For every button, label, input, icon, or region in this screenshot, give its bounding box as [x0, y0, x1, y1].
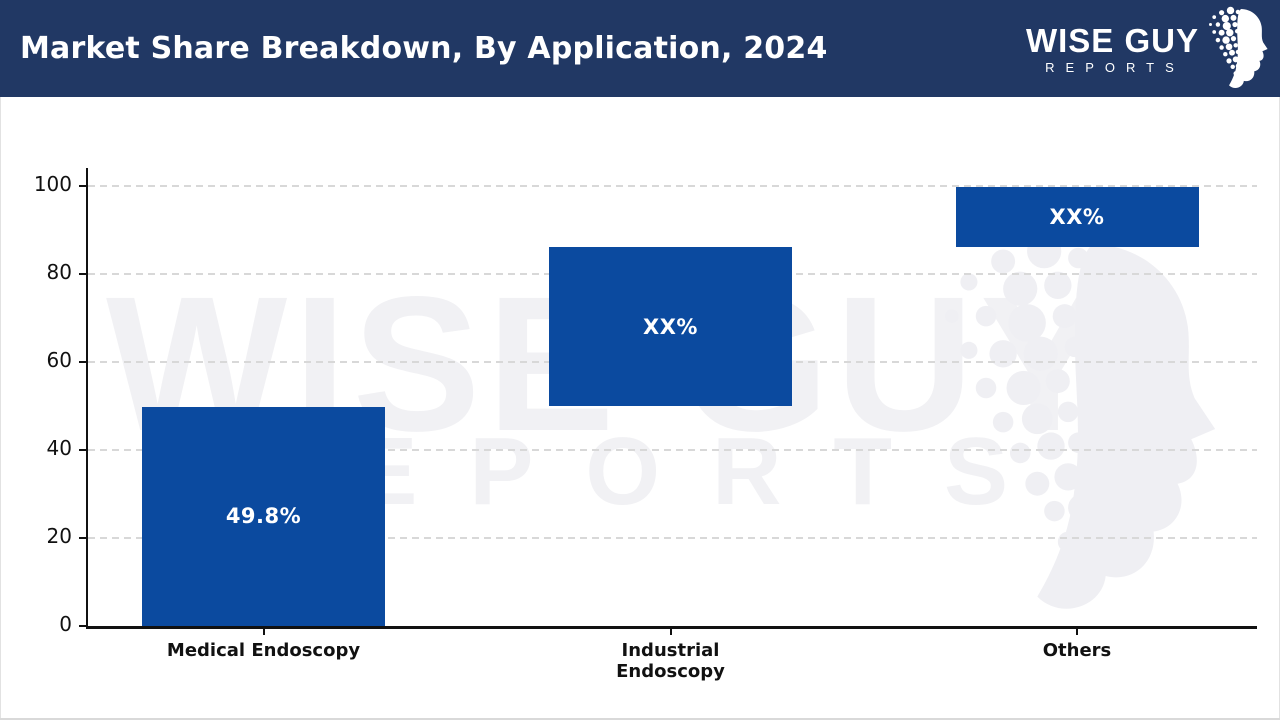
- x-category-label-line: Industrial: [621, 640, 720, 661]
- bar-medical-endoscopy: 49.8%: [142, 406, 385, 626]
- y-tick-mark: [79, 537, 87, 539]
- x-tick-mark: [669, 629, 672, 635]
- x-category-label: Industrial Endoscopy: [511, 640, 831, 682]
- bar-others: XX%: [955, 186, 1199, 248]
- bar-value-label: 49.8%: [225, 504, 302, 529]
- card-border-left: [0, 97, 1, 720]
- bar-value-label: XX%: [643, 314, 698, 339]
- y-tick-mark: [79, 449, 87, 451]
- x-tick-mark: [1076, 629, 1078, 635]
- y-tick-label: 0: [59, 612, 72, 636]
- x-category-label-line: Medical Endoscopy: [166, 640, 361, 661]
- logo-subtitle: REPORTS: [1045, 60, 1185, 75]
- x-category-label: Others: [917, 640, 1237, 661]
- page-title: Market Share Breakdown, By Application, …: [20, 31, 828, 66]
- y-tick-label: 40: [46, 436, 72, 460]
- wiseguy-logo: WISE GUY REPORTS: [1026, 7, 1270, 91]
- header-bar: Market Share Breakdown, By Application, …: [0, 0, 1280, 97]
- gridline: [88, 537, 1257, 539]
- bar-industrial-endoscopy: XX%: [549, 247, 792, 406]
- y-tick-mark: [79, 273, 87, 275]
- card-border-bottom: [0, 718, 1280, 720]
- y-tick-mark: [79, 185, 87, 187]
- y-tick-label: 60: [46, 348, 72, 372]
- y-tick-mark: [79, 625, 87, 627]
- y-tick-label: 100: [33, 172, 72, 196]
- y-tick-label: 20: [46, 524, 72, 548]
- y-tick-mark: [79, 361, 87, 363]
- x-category-label-line: Endoscopy: [616, 661, 725, 682]
- y-axis-line: [86, 168, 88, 629]
- x-category-label-line: Others: [1042, 640, 1112, 661]
- x-category-label: Medical Endoscopy: [104, 640, 424, 661]
- gridline: [88, 449, 1257, 451]
- logo-wordmark: WISE GUY: [1025, 22, 1199, 59]
- y-tick-label: 80: [46, 260, 72, 284]
- logo-text: WISE GUY REPORTS: [1025, 22, 1199, 76]
- x-tick-mark: [262, 629, 265, 635]
- gridline: [88, 185, 1257, 187]
- bar-value-label: XX%: [1049, 205, 1105, 229]
- x-axis-line: [86, 626, 1257, 629]
